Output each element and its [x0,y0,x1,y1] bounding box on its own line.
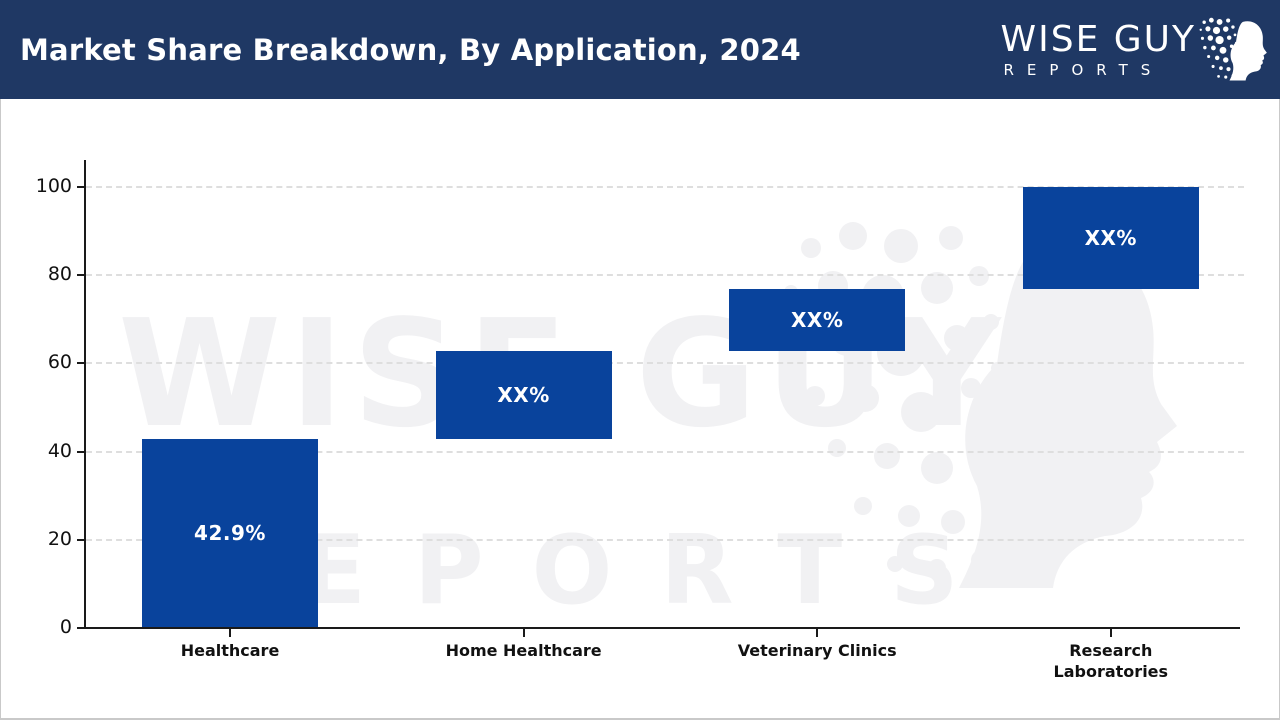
y-tick-label-40: 40 [47,439,72,462]
x-category-label-1: Home Healthcare [404,640,644,661]
y-tick-label-100: 100 [35,175,72,197]
x-category-line: Laboratories [1053,662,1169,681]
y-tick-40 [77,450,85,453]
x-tick-1 [522,629,525,637]
y-tick-80 [77,274,85,277]
logo-subtext: REPORTS [1003,61,1164,79]
bar-home-healthcare: XX% [435,350,612,439]
y-tick-label-60: 60 [47,351,72,374]
x-tick-3 [1109,629,1112,637]
x-axis-line [84,627,1240,629]
bar-value-label: 42.9% [194,521,266,546]
x-category-line: Veterinary Clinics [737,641,897,660]
y-tick-label-80: 80 [47,263,72,286]
gridline-80 [86,274,1244,277]
logo-text: WISE GUY REPORTS [1000,19,1197,80]
y-tick-label-0: 0 [59,616,72,638]
bar-value-label: XX% [1084,225,1137,250]
y-tick-60 [77,362,85,365]
bar-value-label: XX% [790,307,844,332]
bar-veterinary-clinics: XX% [729,288,906,351]
gridline-60 [86,362,1244,365]
y-tick-0 [77,627,85,629]
head-logo-icon [1198,9,1272,91]
logo-wordmark: WISE GUY [1000,19,1196,60]
bar-healthcare: 42.9% [142,438,318,628]
x-category-label-0: Healthcare [110,640,350,661]
header-bar: Market Share Breakdown, By Application, … [0,0,1280,99]
x-tick-2 [816,629,819,637]
wise-guy-logo: WISE GUY REPORTS [1001,0,1273,99]
gridline-40 [86,450,1244,453]
x-category-label-2: Veterinary Clinics [697,640,937,661]
x-category-line: Home Healthcare [445,641,602,660]
bar-research-laboratories: XX% [1022,187,1199,289]
y-tick-20 [77,538,85,541]
y-tick-100 [77,186,85,188]
gridline-20 [86,538,1244,541]
y-tick-label-20: 20 [47,527,72,550]
x-category-line: Research [1069,641,1153,660]
x-category-line: Healthcare [180,641,280,660]
x-category-label-3: Research Laboratories [991,640,1231,682]
gridline-100 [86,186,1244,188]
y-axis-line [84,160,86,629]
bar-value-label: XX% [497,382,550,407]
x-tick-0 [229,629,231,637]
page-title: Market Share Breakdown, By Application, … [20,32,801,67]
